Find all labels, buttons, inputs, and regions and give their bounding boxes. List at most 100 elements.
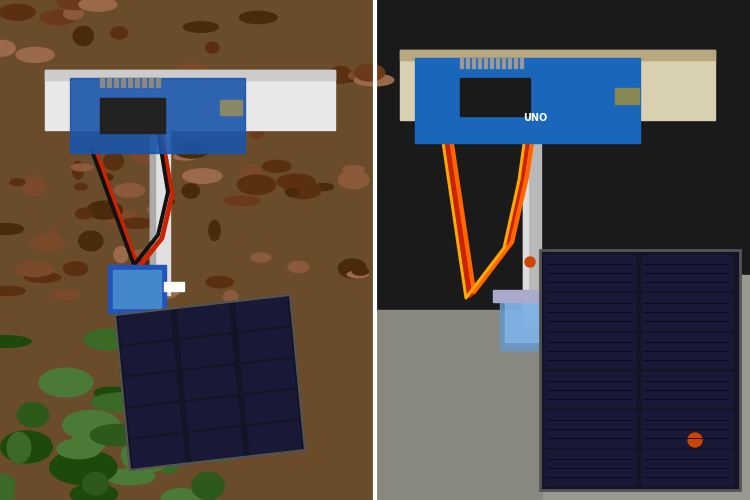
Ellipse shape [0, 4, 35, 20]
Ellipse shape [187, 430, 249, 461]
Bar [460, 58, 463, 68]
Ellipse shape [25, 272, 61, 282]
Ellipse shape [87, 201, 122, 219]
Polygon shape [119, 311, 172, 344]
Ellipse shape [154, 198, 174, 205]
Ellipse shape [23, 176, 45, 196]
Ellipse shape [0, 336, 32, 347]
Polygon shape [242, 360, 295, 392]
Ellipse shape [191, 110, 202, 130]
Polygon shape [125, 373, 178, 406]
Bar [642, 411, 732, 446]
Ellipse shape [237, 175, 276, 195]
Bar [555, 290, 569, 490]
Circle shape [525, 257, 535, 267]
Ellipse shape [104, 152, 124, 170]
Ellipse shape [46, 231, 59, 250]
Bar [545, 372, 635, 407]
Bar [514, 58, 517, 68]
Ellipse shape [17, 402, 49, 427]
Ellipse shape [338, 170, 369, 189]
Ellipse shape [288, 262, 308, 272]
Bar [615, 88, 639, 104]
Ellipse shape [343, 166, 364, 172]
Bar [484, 58, 487, 68]
Bar [415, 58, 640, 143]
Bar [114, 78, 118, 87]
Ellipse shape [31, 236, 65, 250]
Bar [45, 70, 335, 130]
Bar [375, 0, 750, 500]
Ellipse shape [64, 8, 83, 20]
Bar [478, 58, 481, 68]
Ellipse shape [0, 286, 26, 296]
Ellipse shape [79, 231, 103, 251]
Ellipse shape [10, 179, 25, 186]
Bar [121, 78, 125, 87]
Bar [502, 58, 505, 68]
Ellipse shape [124, 278, 157, 292]
Ellipse shape [16, 48, 54, 62]
Bar [0, 0, 375, 500]
Bar [500, 295, 565, 350]
Ellipse shape [40, 10, 76, 24]
Ellipse shape [1, 431, 53, 463]
Ellipse shape [156, 441, 182, 474]
Ellipse shape [129, 250, 167, 257]
Bar [505, 300, 560, 342]
Polygon shape [128, 404, 182, 436]
Ellipse shape [53, 290, 78, 300]
Ellipse shape [50, 450, 117, 484]
Ellipse shape [272, 72, 286, 79]
Ellipse shape [74, 26, 93, 46]
Ellipse shape [79, 0, 117, 11]
Ellipse shape [107, 210, 136, 228]
Ellipse shape [84, 329, 130, 350]
Ellipse shape [131, 148, 166, 163]
Bar [108, 265, 166, 313]
Bar [490, 58, 493, 68]
Ellipse shape [209, 220, 220, 240]
Bar [100, 78, 104, 87]
Ellipse shape [126, 284, 161, 300]
Ellipse shape [39, 368, 93, 397]
Ellipse shape [314, 184, 334, 190]
Ellipse shape [239, 12, 277, 24]
Ellipse shape [16, 262, 53, 276]
Polygon shape [189, 428, 243, 461]
Ellipse shape [352, 268, 368, 275]
Ellipse shape [174, 154, 196, 160]
Ellipse shape [114, 184, 145, 197]
Ellipse shape [338, 259, 366, 278]
Ellipse shape [177, 92, 211, 102]
Bar [642, 450, 732, 485]
Ellipse shape [122, 438, 171, 472]
Ellipse shape [250, 126, 263, 138]
Ellipse shape [63, 410, 120, 440]
Ellipse shape [75, 184, 87, 190]
Ellipse shape [102, 118, 120, 133]
Bar [523, 115, 528, 325]
Ellipse shape [82, 472, 108, 495]
Bar [545, 294, 635, 329]
Ellipse shape [285, 182, 321, 198]
Ellipse shape [175, 143, 208, 158]
Ellipse shape [355, 64, 385, 81]
Ellipse shape [124, 84, 140, 98]
Bar [150, 125, 170, 295]
Polygon shape [248, 422, 301, 454]
Polygon shape [131, 435, 184, 468]
Ellipse shape [161, 488, 202, 500]
Polygon shape [244, 390, 298, 423]
Bar [220, 100, 242, 115]
Ellipse shape [224, 196, 260, 205]
Ellipse shape [141, 281, 180, 299]
Bar [545, 255, 635, 290]
Bar [156, 78, 160, 87]
Bar [545, 333, 635, 368]
Ellipse shape [68, 436, 105, 452]
Ellipse shape [102, 174, 113, 180]
Ellipse shape [130, 404, 175, 415]
Bar [508, 58, 511, 68]
Polygon shape [186, 397, 240, 430]
